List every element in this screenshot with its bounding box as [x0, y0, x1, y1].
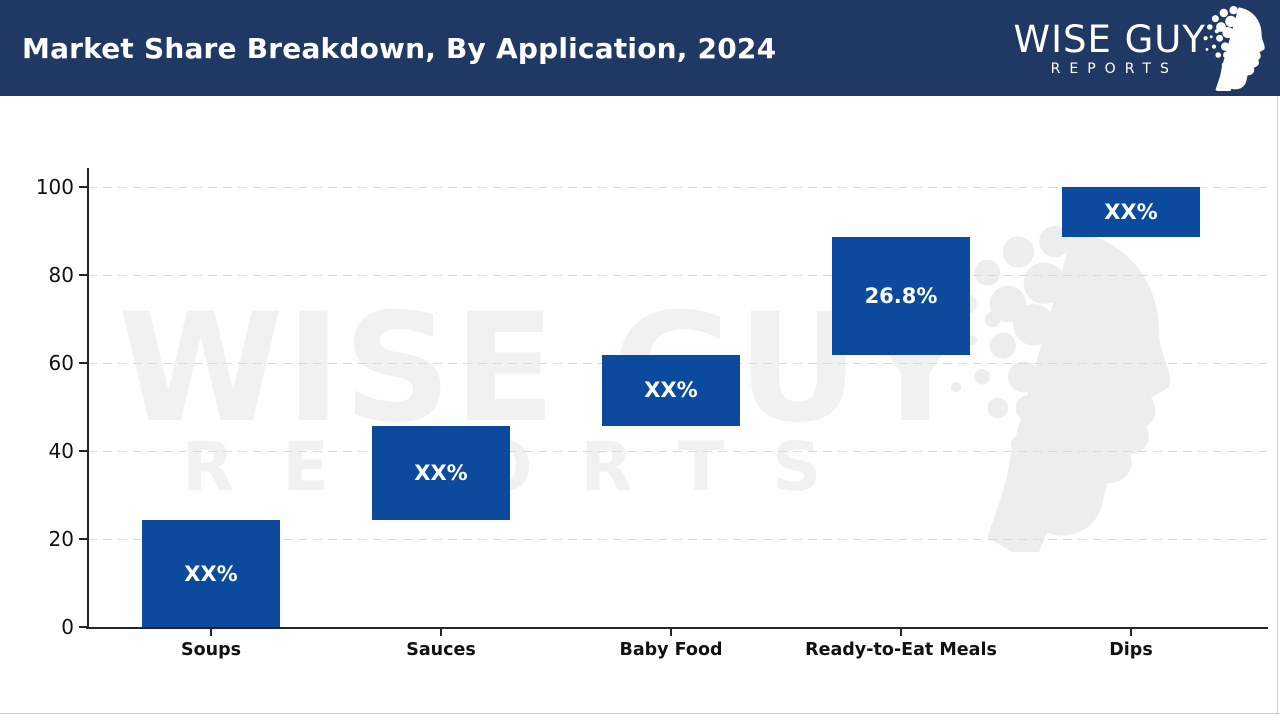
x-axis-tickmark — [440, 629, 442, 636]
x-axis-category-label: Soups — [180, 640, 242, 660]
wiseguy-logo-text: WISE GUY REPORTS — [1013, 17, 1206, 77]
bar-value-label: XX% — [1104, 200, 1158, 225]
x-axis-tickmark — [1130, 629, 1132, 636]
x-axis-tickmark — [210, 629, 212, 636]
bar-value-label: 26.8% — [864, 284, 938, 309]
x-axis-tickmark — [900, 629, 902, 636]
y-axis-tickmark — [79, 362, 88, 364]
bar-ready-to-eat-meals: 26.8% — [832, 237, 970, 356]
y-axis-tickmark — [79, 186, 88, 188]
x-axis-line — [86, 627, 1268, 629]
bar-soups: XX% — [142, 520, 280, 627]
x-axis-category-label: Ready-to-Eat Meals — [805, 640, 997, 660]
frame-bottom-border — [0, 713, 1280, 714]
logo-reports-wordmark: REPORTS — [1050, 60, 1178, 77]
gridline-y-80 — [88, 275, 1268, 276]
y-axis-tick-label: 80 — [48, 263, 74, 287]
logo-wiseguy-wordmark: WISE GUY — [1013, 17, 1206, 61]
watermark-wiseguy-text: WISE GUY — [118, 282, 972, 456]
x-axis-category-label: Sauces — [406, 640, 476, 660]
y-axis-tickmark — [79, 538, 88, 540]
x-axis-tickmark — [670, 629, 672, 636]
bar-value-label: XX% — [414, 460, 468, 485]
y-axis-tickmark — [79, 626, 88, 628]
frame-right-border — [1277, 96, 1278, 714]
wiseguy-logo: WISE GUY REPORTS — [1014, 5, 1270, 91]
y-axis-tick-label: 20 — [48, 527, 74, 551]
x-axis-category-label: Baby Food — [619, 640, 723, 660]
y-axis-line — [87, 168, 89, 629]
y-axis-tick-label: 0 — [61, 615, 74, 639]
header: Market Share Breakdown, By Application, … — [0, 0, 1280, 96]
bar-value-label: XX% — [644, 378, 698, 403]
x-axis-category-label: Dips — [1109, 640, 1153, 660]
page-title: Market Share Breakdown, By Application, … — [22, 31, 777, 65]
bar-dips: XX% — [1062, 187, 1200, 238]
gridline-y-20 — [88, 539, 1268, 540]
y-axis-tickmark — [79, 274, 88, 276]
gridline-y-100 — [88, 187, 1268, 188]
wiseguy-head-icon — [1203, 6, 1265, 91]
y-axis-tick-label: 60 — [48, 351, 74, 375]
y-axis-tick-label: 40 — [48, 439, 74, 463]
bar-sauces: XX% — [372, 425, 510, 521]
bar-value-label: XX% — [184, 561, 238, 586]
gridline-y-40 — [88, 451, 1268, 452]
y-axis-tick-label: 100 — [35, 175, 74, 199]
bar-baby-food: XX% — [602, 355, 740, 426]
y-axis-tickmark — [79, 450, 88, 452]
